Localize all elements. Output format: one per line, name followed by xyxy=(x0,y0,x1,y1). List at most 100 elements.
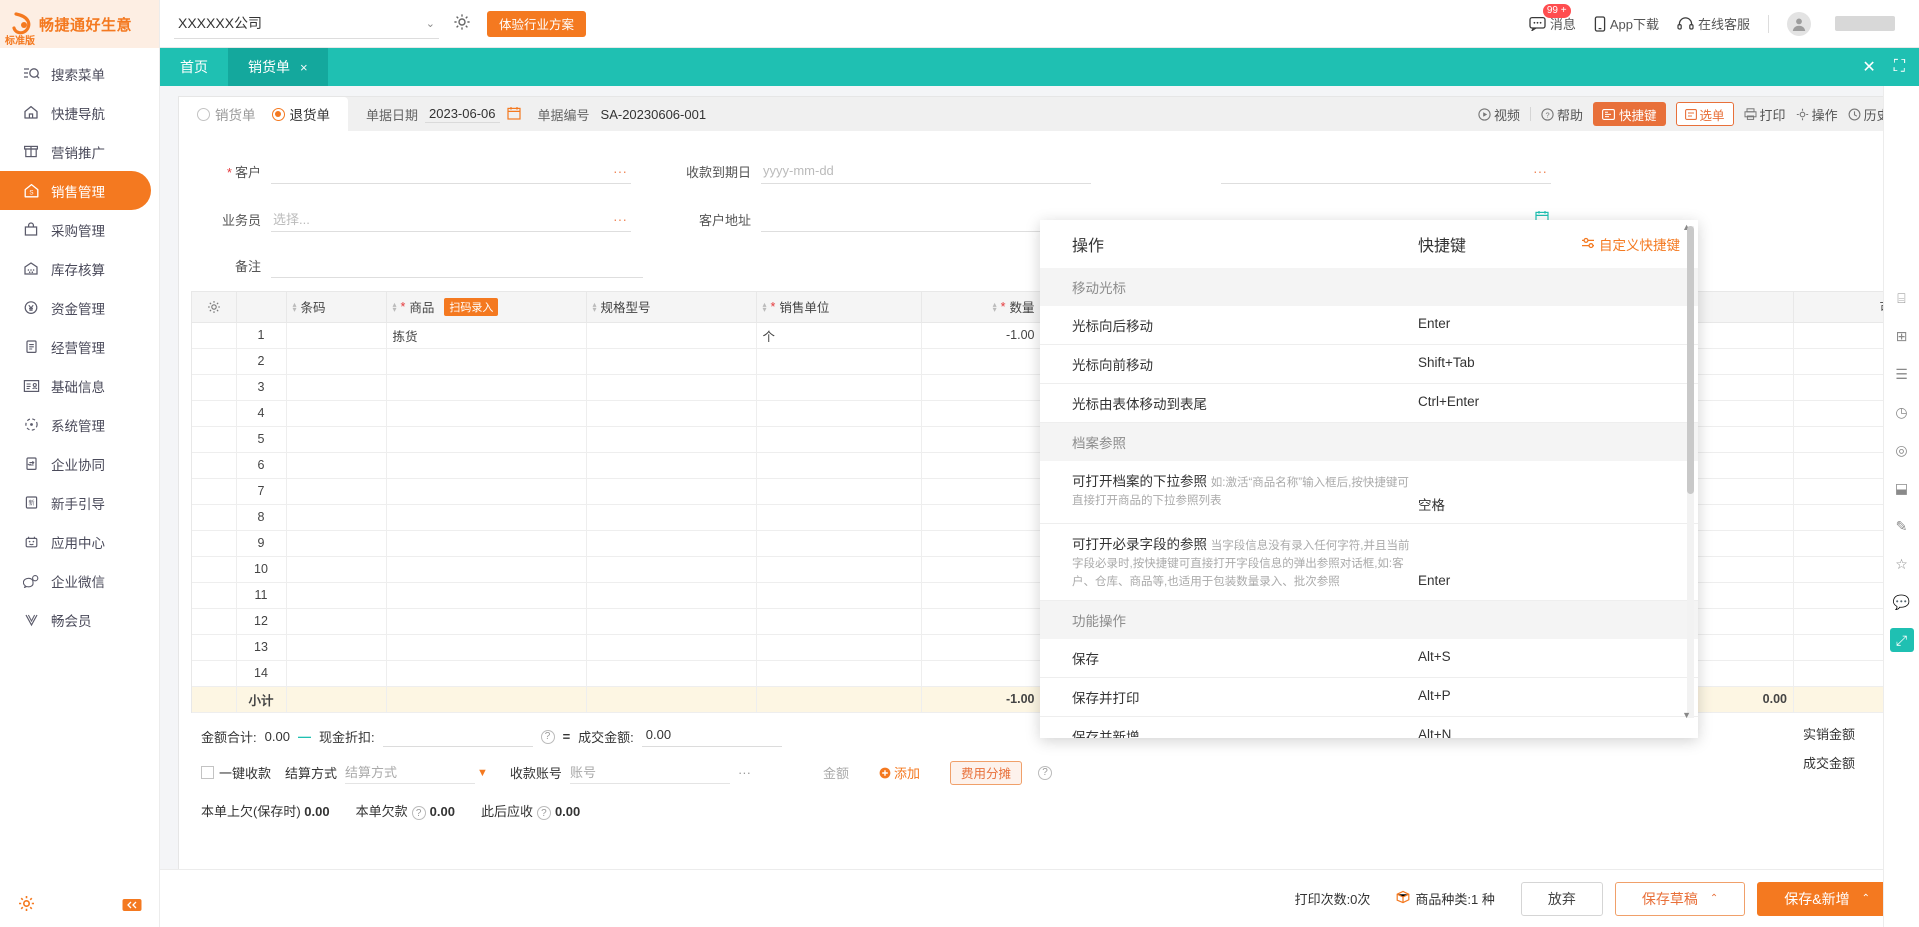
cell-barcode[interactable] xyxy=(286,478,387,505)
cell-barcode[interactable] xyxy=(286,374,387,401)
cell-barcode[interactable] xyxy=(286,608,387,635)
cell-spec[interactable] xyxy=(586,504,757,531)
cell-barcode[interactable] xyxy=(286,426,387,453)
dialog-scrollbar-thumb[interactable] xyxy=(1687,226,1694,494)
cell-barcode[interactable] xyxy=(286,660,387,687)
cell-unit[interactable] xyxy=(756,478,922,505)
app-download-button[interactable]: App下载 xyxy=(1594,14,1659,33)
industry-solution-button[interactable]: 体验行业方案 xyxy=(487,10,587,37)
cell-qty[interactable] xyxy=(921,530,1042,557)
sidebar-item-quicknav[interactable]: 快捷导航 xyxy=(0,93,159,132)
cell-spec[interactable] xyxy=(586,400,757,427)
radio-sales-order[interactable]: 销货单 xyxy=(197,104,256,124)
sidebar-item-appcenter[interactable]: 应用中心 xyxy=(0,522,159,561)
cell-product[interactable] xyxy=(386,400,587,427)
cell-barcode[interactable] xyxy=(286,322,387,349)
th-settings[interactable] xyxy=(192,292,237,323)
cell-barcode[interactable] xyxy=(286,582,387,609)
extra-input-1[interactable]: ··· xyxy=(1221,158,1551,184)
scroll-up-icon[interactable]: ▲ xyxy=(1682,222,1691,232)
rail-icon-5[interactable]: ◎ xyxy=(1895,441,1908,458)
cell-unit[interactable] xyxy=(756,400,922,427)
messages-button[interactable]: 消息 99 + xyxy=(1529,4,1576,33)
help-button[interactable]: ? 帮助 xyxy=(1541,105,1583,124)
cell-spec[interactable] xyxy=(586,530,757,557)
cell-qty[interactable] xyxy=(921,426,1042,453)
save-and-new-button[interactable]: 保存&新增 ⌃ xyxy=(1757,881,1897,916)
cell-barcode[interactable] xyxy=(286,556,387,583)
sidebar-item-basicinfo[interactable]: 基础信息 xyxy=(0,366,159,405)
customize-shortcut-link[interactable]: 自定义快捷键 xyxy=(1581,234,1698,254)
scan-entry-chip[interactable]: 扫码录入 xyxy=(444,297,499,316)
th-qty[interactable]: ▴ ▾ * 数量 xyxy=(921,292,1042,323)
cell-spec[interactable] xyxy=(586,452,757,479)
add-payment-button[interactable]: 添加 xyxy=(879,763,920,782)
cell-barcode[interactable] xyxy=(286,530,387,557)
sidebar-item-vip[interactable]: 畅会员 xyxy=(0,600,159,639)
cell-qty[interactable] xyxy=(921,478,1042,505)
fullscreen-icon[interactable]: ⛶ xyxy=(1893,58,1905,75)
question-icon[interactable]: ? xyxy=(540,729,555,744)
sort-icon[interactable]: ▴▾ xyxy=(592,299,597,314)
cell-product[interactable] xyxy=(386,374,587,401)
account-picker-icon[interactable]: ··· xyxy=(737,765,751,780)
sort-icon[interactable]: ▴▾ xyxy=(392,299,397,314)
discard-button[interactable]: 放弃 xyxy=(1520,881,1603,916)
cell-unit[interactable] xyxy=(756,452,922,479)
cell-barcode[interactable] xyxy=(286,348,387,375)
cell-unit[interactable] xyxy=(756,660,922,687)
column-settings-icon[interactable] xyxy=(198,300,230,314)
cell-spec[interactable] xyxy=(586,322,757,349)
cell-qty[interactable] xyxy=(921,608,1042,635)
avatar[interactable] xyxy=(1787,11,1811,36)
th-spec[interactable]: ▴ ▾ 规格型号 xyxy=(586,292,757,323)
cell-qty[interactable] xyxy=(921,556,1042,583)
th-barcode[interactable]: ▴ ▾ 条码 xyxy=(286,292,387,323)
cell-qty[interactable] xyxy=(921,660,1042,687)
collapse-sidebar-button[interactable] xyxy=(122,898,142,912)
th-unit[interactable]: ▴ ▾ * 销售单位 xyxy=(756,292,922,323)
cell-product[interactable] xyxy=(386,426,587,453)
cell-qty[interactable] xyxy=(921,504,1042,531)
th-product[interactable]: ▴ ▾ * 商品 扫码录入 xyxy=(386,292,587,323)
cell-qty[interactable] xyxy=(921,400,1042,427)
rail-icon-7[interactable]: ✎ xyxy=(1895,517,1908,534)
cell-barcode[interactable] xyxy=(286,634,387,661)
question-icon[interactable]: ? xyxy=(1037,765,1052,780)
discount-input[interactable] xyxy=(382,727,533,747)
extra-picker-icon-1[interactable]: ··· xyxy=(1533,162,1547,179)
customer-picker-icon[interactable]: ··· xyxy=(613,162,627,179)
salesperson-input[interactable]: 选择... ··· xyxy=(271,206,631,232)
cell-spec[interactable] xyxy=(586,348,757,375)
rail-icon-8[interactable]: ☆ xyxy=(1895,555,1908,572)
sort-icon[interactable]: ▴▾ xyxy=(292,299,297,314)
sidebar-item-sales[interactable]: S 销售管理 xyxy=(0,171,151,210)
cell-product[interactable] xyxy=(386,504,587,531)
video-button[interactable]: 视频 xyxy=(1478,105,1520,124)
rail-icon-10[interactable]: ⤢ xyxy=(1889,628,1914,652)
settings-gear-icon[interactable] xyxy=(453,13,471,34)
cell-unit[interactable]: 个 xyxy=(756,322,922,349)
account-input[interactable]: 账号 xyxy=(569,762,730,784)
cell-spec[interactable] xyxy=(586,608,757,635)
cell-unit[interactable] xyxy=(756,634,922,661)
cell-unit[interactable] xyxy=(756,582,922,609)
remark-input[interactable] xyxy=(271,252,643,278)
sidebar-item-guide[interactable]: 新 新手引导 xyxy=(0,483,159,522)
rail-icon-2[interactable]: ⊞ xyxy=(1895,327,1908,344)
cell-spec[interactable] xyxy=(586,426,757,453)
cost-allocation-button[interactable]: 费用分摊 xyxy=(949,760,1022,785)
sidebar-item-inventory[interactable]: 库存核算 xyxy=(0,249,159,288)
rail-icon-1[interactable]: ⌸ xyxy=(1897,289,1906,306)
cell-unit[interactable] xyxy=(756,374,922,401)
rail-icon-6[interactable]: ⬓ xyxy=(1894,479,1909,496)
scroll-down-icon[interactable]: ▼ xyxy=(1682,710,1691,720)
cell-unit[interactable] xyxy=(756,530,922,557)
due-date-input[interactable]: yyyy-mm-dd xyxy=(761,158,1091,184)
sidebar-item-funds[interactable]: 资金管理 xyxy=(0,288,159,327)
cell-unit[interactable] xyxy=(756,608,922,635)
cell-spec[interactable] xyxy=(586,478,757,505)
cell-spec[interactable] xyxy=(586,634,757,661)
cell-qty[interactable] xyxy=(921,634,1042,661)
company-selector[interactable]: XXXXXX公司 ⌄ xyxy=(174,9,439,39)
